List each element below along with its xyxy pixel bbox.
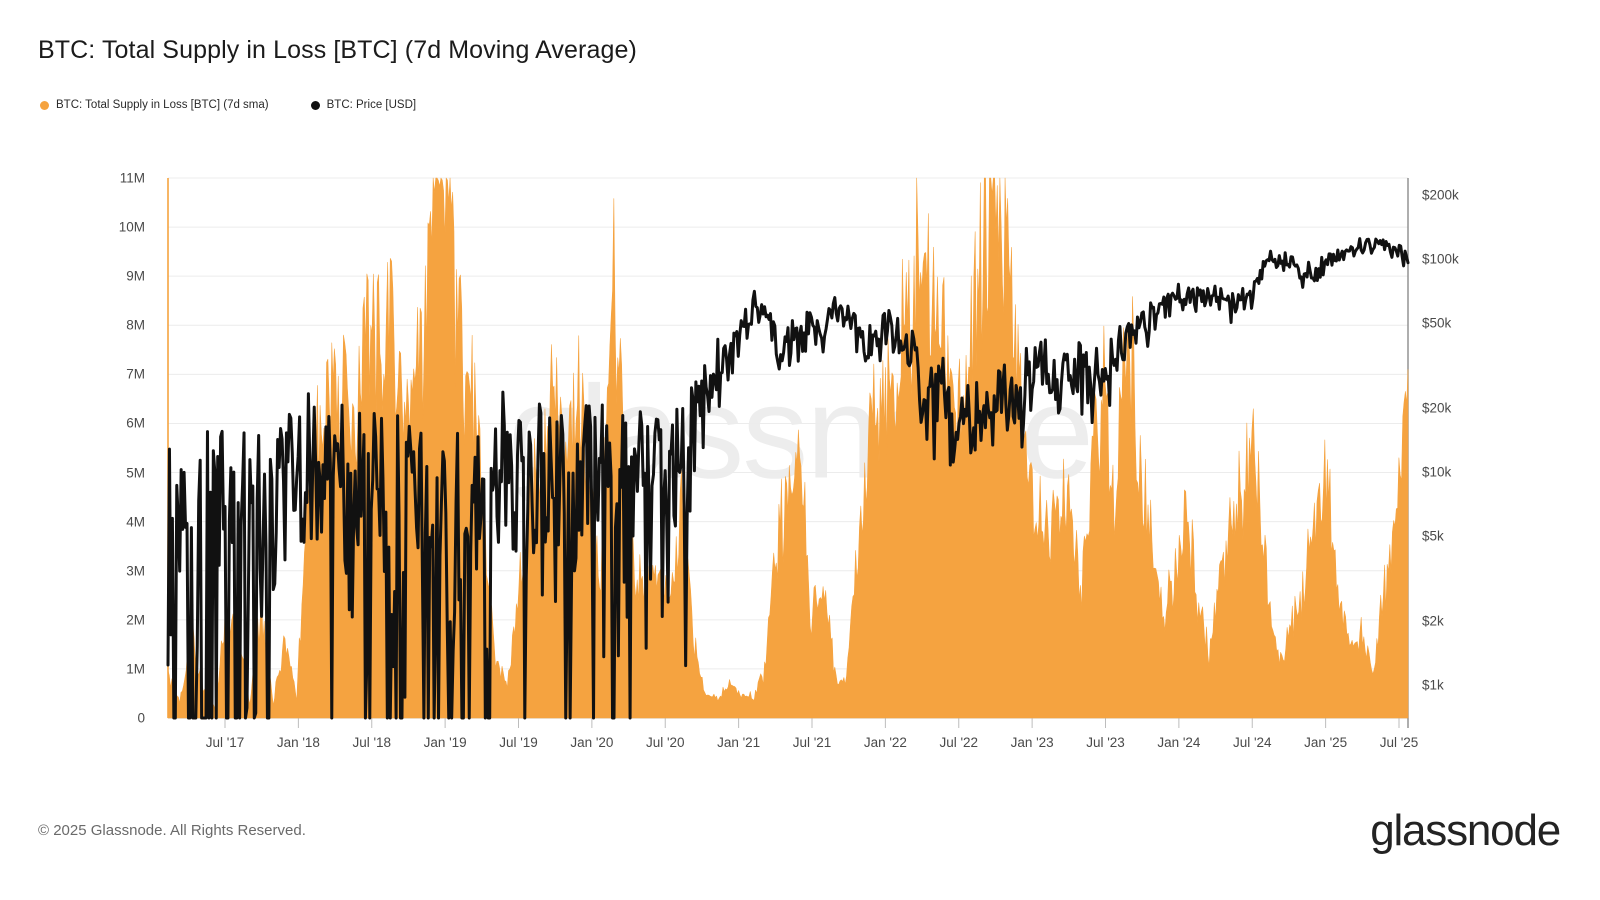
x-axis-tick: Jul '23 (1086, 735, 1125, 750)
y-axis-right-tick: $5k (1422, 528, 1444, 544)
x-axis-tick: Jan '23 (1010, 735, 1054, 750)
y-axis-left-tick: 6M (126, 415, 145, 431)
legend-item-supply-in-loss[interactable]: BTC: Total Supply in Loss [BTC] (7d sma) (40, 99, 269, 111)
y-axis-left-tick: 2M (126, 612, 145, 628)
y-axis-right-tick: $200k (1422, 187, 1459, 203)
y-axis-right-tick: $100k (1422, 251, 1459, 267)
page-title: BTC: Total Supply in Loss [BTC] (7d Movi… (38, 36, 637, 64)
x-axis-tick: Jul '19 (499, 735, 538, 750)
y-axis-left-tick: 9M (126, 268, 145, 284)
y-axis-left-tick: 4M (126, 514, 145, 530)
chart-legend: BTC: Total Supply in Loss [BTC] (7d sma)… (40, 99, 416, 111)
dot-icon (40, 100, 49, 110)
x-axis-tick: Jul '18 (352, 735, 392, 750)
x-axis-tick: Jan '20 (570, 735, 614, 750)
y-axis-left-tick: 0 (137, 710, 145, 726)
y-axis-right-tick: $20k (1422, 400, 1452, 416)
x-axis-tick: Jul '22 (939, 735, 979, 750)
legend-label: BTC: Total Supply in Loss [BTC] (7d sma) (56, 99, 269, 111)
y-axis-left-tick: 11M (119, 170, 145, 186)
y-axis-left-tick: 10M (118, 219, 145, 235)
y-axis-left-tick: 1M (126, 661, 145, 677)
y-axis-right-tick: $1k (1422, 677, 1444, 693)
x-axis-tick: Jan '25 (1304, 735, 1348, 750)
x-axis-tick: Jan '19 (423, 735, 467, 750)
y-axis-left-tick: 5M (126, 465, 145, 481)
y-axis-left-tick: 8M (126, 317, 145, 333)
glassnode-logo: glassnode (1370, 806, 1561, 855)
y-axis-right-tick: $2k (1422, 613, 1444, 629)
legend-label: BTC: Price [USD] (326, 99, 417, 111)
x-axis-tick: Jul '20 (645, 735, 685, 750)
footer-copyright: © 2025 Glassnode. All Rights Reserved. (38, 822, 306, 839)
x-axis-tick: Jan '21 (717, 735, 761, 750)
legend-item-price[interactable]: BTC: Price [USD] (310, 99, 417, 111)
x-axis-tick: Jan '22 (863, 735, 907, 750)
x-axis-tick: Jul '17 (205, 735, 245, 750)
dot-icon (310, 100, 320, 110)
y-axis-left-tick: 7M (126, 366, 145, 382)
y-axis-right-tick: $50k (1422, 315, 1452, 331)
y-axis-right-tick: $10k (1422, 464, 1452, 480)
x-axis-tick: Jan '18 (276, 735, 320, 750)
y-axis-left-tick: 3M (126, 563, 145, 579)
x-axis-tick: Jul '21 (792, 735, 832, 750)
x-axis-tick: Jan '24 (1157, 735, 1201, 750)
x-axis-tick: Jul '24 (1232, 735, 1272, 750)
x-axis-tick: Jul '25 (1379, 735, 1419, 750)
